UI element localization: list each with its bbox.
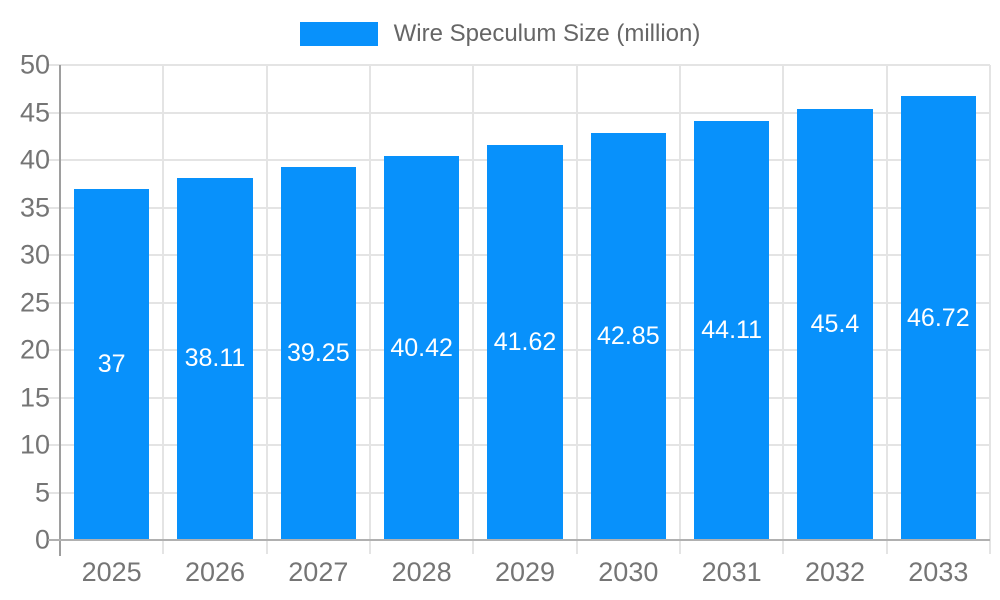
y-tick-label: 30 xyxy=(19,239,50,270)
x-axis-line xyxy=(48,539,990,541)
y-axis-line xyxy=(59,65,61,556)
y-tick-label: 40 xyxy=(19,144,50,175)
bar-value-label: 41.62 xyxy=(493,327,557,356)
bar-2032[interactable]: 45.4 xyxy=(797,108,873,540)
bar-value-label: 42.85 xyxy=(597,321,660,350)
legend-swatch xyxy=(299,22,378,46)
x-gridline xyxy=(265,65,268,554)
x-tick-label: 2030 xyxy=(598,557,659,587)
bar-value-label: 44.11 xyxy=(701,315,762,344)
x-tick-label: 2027 xyxy=(288,557,349,587)
x-axis-labels: 2025 2026 2027 2028 2029 2030 2031 2032 2033 xyxy=(60,554,990,590)
bar-2031[interactable]: 44.11 xyxy=(693,120,770,540)
x-gridline xyxy=(575,65,578,554)
y-tick-label: 5 xyxy=(34,477,50,507)
legend-item[interactable]: Wire Speculum Size (million) xyxy=(0,20,1000,48)
y-tick-label: 20 xyxy=(19,334,50,365)
x-tick-label: 2026 xyxy=(184,557,246,587)
bar-value-label: 46.72 xyxy=(907,303,970,332)
x-gridline xyxy=(782,65,785,554)
y-tick-label: 0 xyxy=(34,524,50,555)
bar-value-label: 40.42 xyxy=(390,333,453,362)
x-tick-label: 2029 xyxy=(494,557,556,587)
x-tick-label: 2033 xyxy=(908,557,969,587)
y-tick-label: 50 xyxy=(19,49,50,80)
bar-2029[interactable]: 41.62 xyxy=(487,144,563,540)
y-axis-labels: 0 5 10 15 20 25 30 35 40 45 50 xyxy=(0,51,50,553)
bar-value-label: 37 xyxy=(97,349,126,378)
x-tick-label: 2031 xyxy=(701,557,762,587)
y-tick-label: 10 xyxy=(19,429,50,460)
x-tick-label: 2032 xyxy=(804,557,866,587)
x-gridline xyxy=(989,65,991,554)
x-tick-label: 2025 xyxy=(81,557,142,587)
bar-value-label: 38.11 xyxy=(184,344,246,373)
plot-area: 37 38.11 39.25 40.42 41.62 42.85 44.11 45.4 46.7… xyxy=(48,64,991,554)
x-tick-label: 2028 xyxy=(391,557,452,587)
bar-value-label: 45.4 xyxy=(810,309,860,338)
y-gridline xyxy=(48,111,990,114)
bar-2026[interactable]: 38.11 xyxy=(177,177,253,540)
bar-2028[interactable]: 40.42 xyxy=(383,156,460,540)
x-gridline xyxy=(162,65,165,554)
bar-2025[interactable]: 37 xyxy=(73,188,150,540)
x-gridline xyxy=(472,65,475,554)
bar-2030[interactable]: 42.85 xyxy=(590,132,667,540)
y-tick-label: 25 xyxy=(19,287,50,317)
y-tick-label: 15 xyxy=(19,382,50,412)
x-gridline xyxy=(678,65,681,554)
bar-2027[interactable]: 39.25 xyxy=(280,167,357,540)
x-gridline xyxy=(885,65,888,554)
bar-value-label: 39.25 xyxy=(287,339,350,368)
bar-2033[interactable]: 46.72 xyxy=(900,96,977,540)
y-gridline xyxy=(48,64,990,66)
legend-label: Wire Speculum Size (million) xyxy=(393,20,701,47)
x-gridline xyxy=(368,65,371,554)
y-tick-label: 45 xyxy=(19,97,50,127)
y-tick-label: 35 xyxy=(19,192,50,222)
